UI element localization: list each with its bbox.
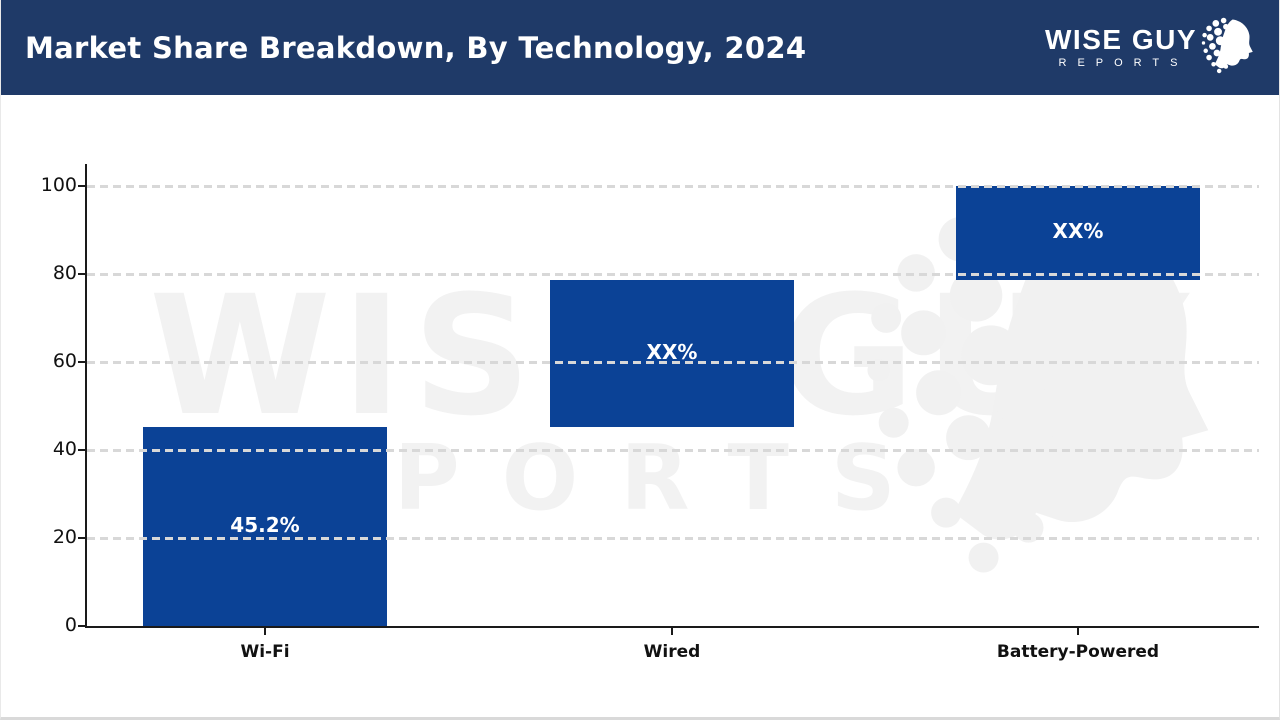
logo-text: WISE GUY REPORTS: [1045, 26, 1197, 69]
x-axis-line: [85, 626, 1259, 628]
y-tick-label: 80: [52, 262, 77, 284]
y-tick-label: 60: [52, 350, 77, 372]
logo-subtext: REPORTS: [1058, 57, 1189, 69]
y-tick-mark: [78, 449, 87, 451]
y-tick-mark: [78, 273, 87, 275]
y-tick-mark: [78, 185, 87, 187]
x-tick-mark: [264, 628, 266, 635]
x-category-label: Wired: [643, 642, 701, 662]
y-tick-label: 40: [52, 438, 77, 460]
bar: [143, 427, 387, 626]
x-tick-mark: [671, 628, 673, 635]
wiseguy-logo: WISE GUY REPORTS: [1045, 9, 1255, 87]
bar: [550, 280, 794, 428]
y-tick-mark: [78, 625, 87, 627]
y-tick-label: 0: [64, 614, 77, 636]
grid-line: [87, 449, 1259, 452]
bar-value-label: XX%: [1052, 219, 1104, 244]
y-tick-label: 100: [40, 174, 77, 196]
y-tick-mark: [78, 361, 87, 363]
grid-line: [87, 185, 1259, 188]
y-tick-label: 20: [52, 526, 77, 548]
x-category-label: Wi-Fi: [240, 642, 290, 662]
chart-title: Market Share Breakdown, By Technology, 2…: [25, 30, 807, 65]
grid-line: [87, 361, 1259, 364]
y-axis-line: [85, 164, 87, 628]
grid-line: [87, 537, 1259, 540]
header-bar: Market Share Breakdown, By Technology, 2…: [1, 0, 1279, 95]
x-tick-mark: [1077, 628, 1079, 635]
bar-value-label: XX%: [646, 339, 698, 364]
y-tick-mark: [78, 537, 87, 539]
grid-line: [87, 273, 1259, 276]
x-category-label: Battery-Powered: [996, 642, 1160, 662]
logo-wordmark: WISE GUY: [1044, 24, 1197, 55]
bar-value-label: 45.2%: [230, 512, 300, 537]
